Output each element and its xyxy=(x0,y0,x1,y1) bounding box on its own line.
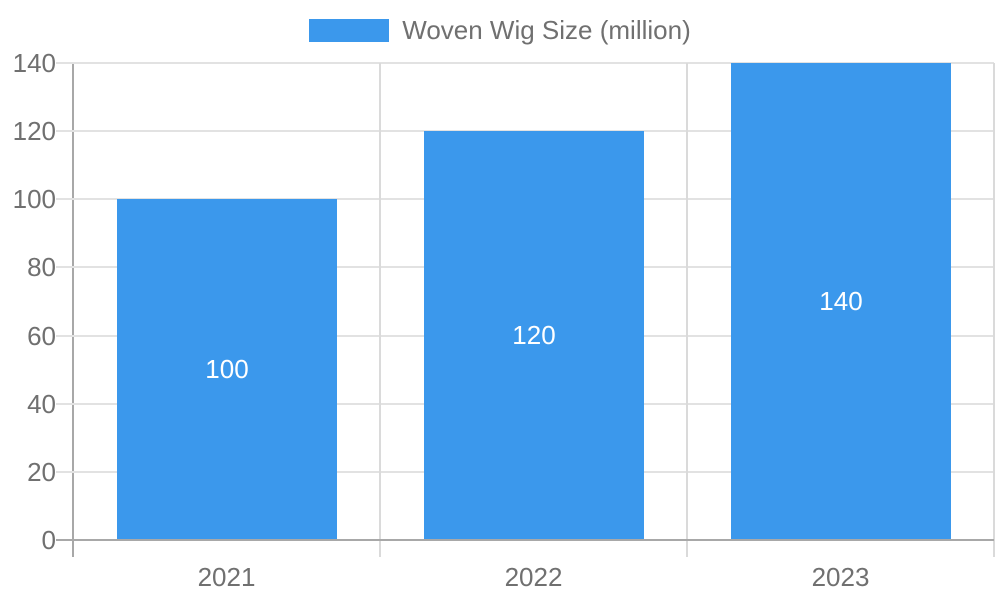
chart-legend: Woven Wig Size (million) xyxy=(0,15,1000,46)
y-axis-tick-label: 20 xyxy=(27,456,56,487)
x-axis-tick-label: 2023 xyxy=(811,562,870,592)
legend-item[interactable]: Woven Wig Size (million) xyxy=(309,15,691,46)
bar-2021[interactable]: 100 xyxy=(117,199,337,540)
bar-value-label: 140 xyxy=(819,286,863,316)
x-axis-baseline xyxy=(56,539,994,541)
category-boundary-line xyxy=(686,63,688,557)
x-axis-tick-label: 2021 xyxy=(197,562,256,592)
y-gridline xyxy=(56,62,994,64)
y-axis-tick-label: 40 xyxy=(27,388,56,419)
category-boundary-line xyxy=(379,63,381,557)
plot-area: 0 20 40 60 80 100 120 140 100 2021 120 2022 140 2023 xyxy=(13,48,995,592)
bar-value-label: 120 xyxy=(512,320,556,350)
y-axis-tick-label: 140 xyxy=(12,48,56,78)
y-axis-tick-label: 120 xyxy=(12,116,56,147)
legend-swatch xyxy=(309,19,390,42)
bar-2022[interactable]: 120 xyxy=(424,131,644,540)
bar-value-label: 100 xyxy=(205,354,249,384)
legend-label: Woven Wig Size (million) xyxy=(402,15,691,45)
y-axis-tick-label: 0 xyxy=(41,525,56,555)
y-axis-line xyxy=(72,63,74,557)
y-axis-tick-label: 100 xyxy=(12,184,56,215)
y-axis-tick-label: 60 xyxy=(27,320,56,351)
bar-2023[interactable]: 140 xyxy=(731,63,951,540)
y-axis-tick-label: 80 xyxy=(27,252,56,283)
x-axis-tick-label: 2022 xyxy=(504,562,563,592)
plot-right-border xyxy=(993,63,995,557)
